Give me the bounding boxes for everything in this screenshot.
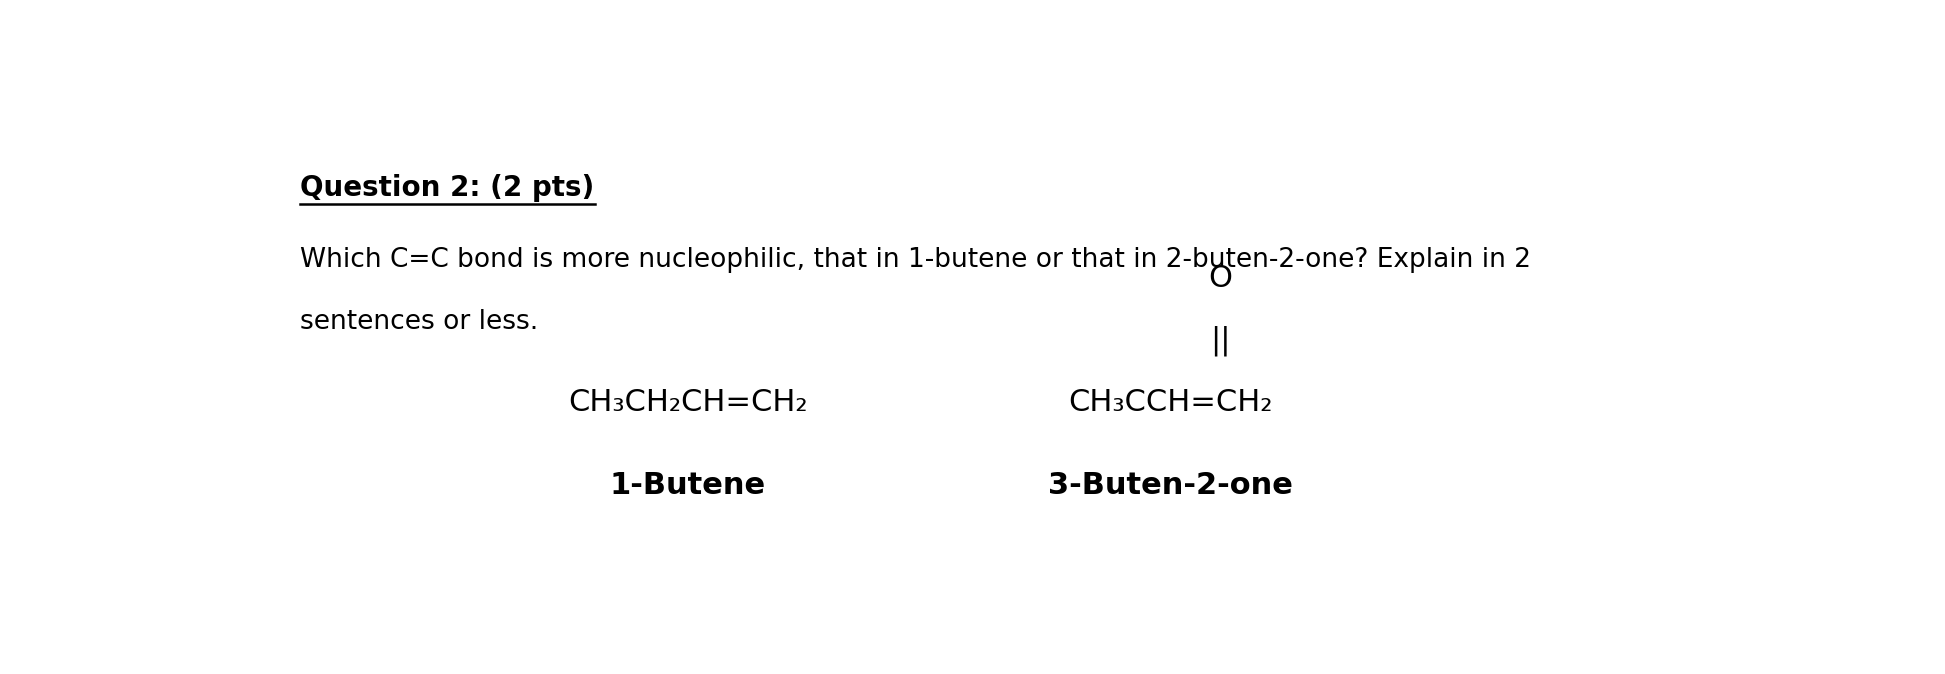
Text: Which C=C bond is more nucleophilic, that in 1-butene or that in 2-buten-2-one? : Which C=C bond is more nucleophilic, tha… [300,247,1531,273]
Text: sentences or less.: sentences or less. [300,309,539,335]
Text: 1-Butene: 1-Butene [609,471,766,500]
Text: CH₃CCH=CH₂: CH₃CCH=CH₂ [1068,388,1272,417]
Text: Question 2: (2 pts): Question 2: (2 pts) [300,175,595,202]
Text: O: O [1208,264,1231,293]
Text: 3-Buten-2-one: 3-Buten-2-one [1048,471,1293,500]
Text: ||: || [1210,325,1229,356]
Text: CH₃CH₂CH=CH₂: CH₃CH₂CH=CH₂ [568,388,807,417]
